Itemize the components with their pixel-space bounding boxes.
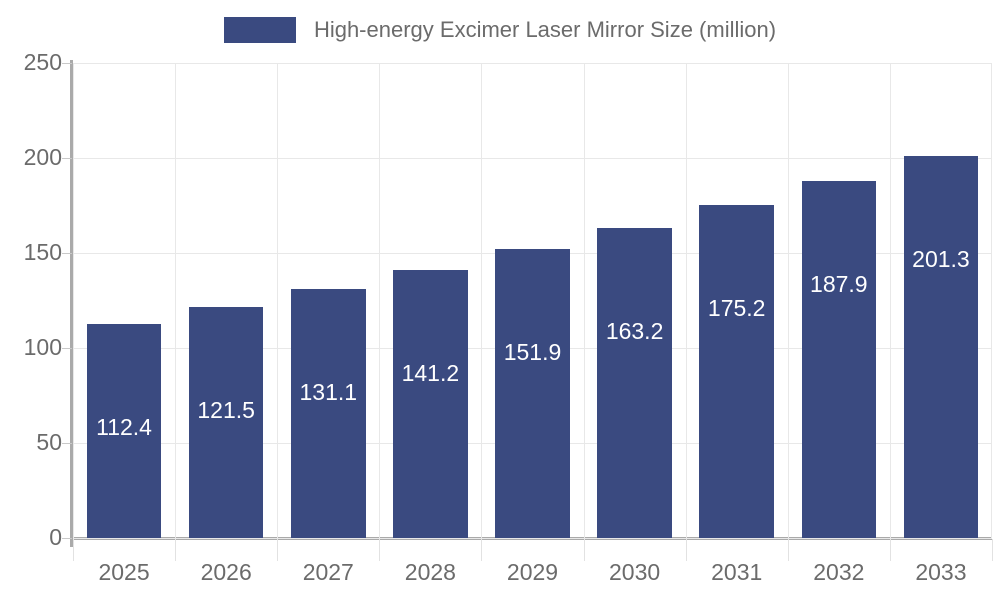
x-axis-tick-label: 2027	[302, 559, 354, 585]
y-axis-tick-label: 100	[23, 334, 62, 360]
gridline-vertical	[787, 63, 789, 538]
x-axis-tick-mark	[73, 539, 74, 561]
x-axis-tick-mark	[889, 539, 891, 561]
gridline-vertical	[73, 63, 74, 538]
x-axis-tick-label: 2028	[404, 559, 456, 585]
bar[interactable]: 141.2	[393, 269, 468, 538]
gridline-vertical	[481, 63, 483, 538]
y-axis-tick-mark	[62, 158, 72, 159]
x-axis-tick-mark	[481, 539, 483, 561]
gridline-horizontal	[73, 158, 992, 159]
bar[interactable]: 151.9	[495, 249, 570, 538]
bar-value-label: 121.5	[197, 397, 255, 424]
bar[interactable]: 163.2	[597, 227, 672, 538]
x-axis-tick-mark	[583, 539, 585, 561]
x-axis-tick-mark	[379, 539, 381, 561]
bar[interactable]: 121.5	[188, 307, 264, 538]
legend-item-label: High-energy Excimer Laser Mirror Size (m…	[313, 17, 777, 42]
gridline-vertical	[277, 63, 279, 538]
gridline-vertical	[889, 63, 891, 538]
y-axis-tick-mark	[62, 348, 72, 349]
legend-item-high-energy-excimer-laser-mirror-size[interactable]: High-energy Excimer Laser Mirror Size (m…	[223, 17, 777, 43]
gridline-vertical	[685, 63, 687, 538]
legend-swatch-icon	[223, 17, 296, 43]
gridline-vertical	[379, 63, 381, 538]
gridline-vertical	[991, 63, 992, 538]
y-axis-tick-mark	[62, 253, 72, 254]
bar-value-label: 141.2	[401, 359, 460, 386]
bar[interactable]: 201.3	[903, 155, 979, 538]
y-axis-tick-label: 200	[23, 144, 62, 170]
y-axis-tick-label: 150	[23, 239, 62, 265]
y-axis-tick-mark	[62, 538, 72, 539]
y-axis-line	[70, 60, 73, 547]
x-axis-tick-label: 2030	[609, 559, 661, 585]
gridline-vertical	[175, 63, 177, 538]
y-axis-tick-label: 0	[49, 524, 62, 550]
y-axis-tick-mark	[62, 443, 72, 444]
x-axis-tick-mark	[685, 539, 687, 561]
gridline-horizontal	[73, 538, 992, 539]
bar[interactable]: 175.2	[699, 205, 774, 538]
y-axis-tick-label: 250	[23, 49, 62, 75]
x-axis-tick-label: 2033	[915, 559, 967, 585]
bar[interactable]: 131.1	[291, 288, 366, 538]
gridline-horizontal	[73, 63, 992, 64]
bar[interactable]: 112.4	[86, 324, 162, 538]
bar-value-label: 112.4	[96, 414, 152, 441]
x-axis-tick-mark	[787, 539, 789, 561]
plot-area: 112.4 121.5 131.1 141.2 151.9 163.2 175.2 187.9…	[73, 63, 992, 539]
bar-value-label: 163.2	[605, 317, 664, 344]
x-axis-tick-mark	[992, 539, 993, 561]
bar[interactable]: 187.9	[801, 180, 877, 538]
gridline-vertical	[583, 63, 585, 538]
bar-value-label: 201.3	[912, 245, 970, 272]
bar-value-label: 151.9	[503, 339, 562, 366]
chart-legend: High-energy Excimer Laser Mirror Size (m…	[0, 12, 1000, 48]
x-axis-tick-label: 2031	[711, 559, 763, 585]
x-axis-tick-mark	[277, 539, 279, 561]
x-axis-tick-label: 2026	[200, 559, 252, 585]
x-axis-tick-mark	[175, 539, 177, 561]
bar-value-label: 131.1	[299, 378, 358, 405]
y-axis-tick-labels: 0 50 100 150 200 250	[0, 0, 62, 600]
x-axis-tick-label: 2032	[813, 559, 865, 585]
bar-value-label: 175.2	[707, 295, 766, 322]
x-axis-tick-label: 2029	[506, 559, 559, 585]
y-axis-tick-mark	[62, 63, 72, 64]
bar-value-label: 187.9	[810, 270, 868, 297]
x-axis-tick-label: 2025	[98, 559, 150, 585]
y-axis-tick-label: 50	[36, 429, 62, 455]
